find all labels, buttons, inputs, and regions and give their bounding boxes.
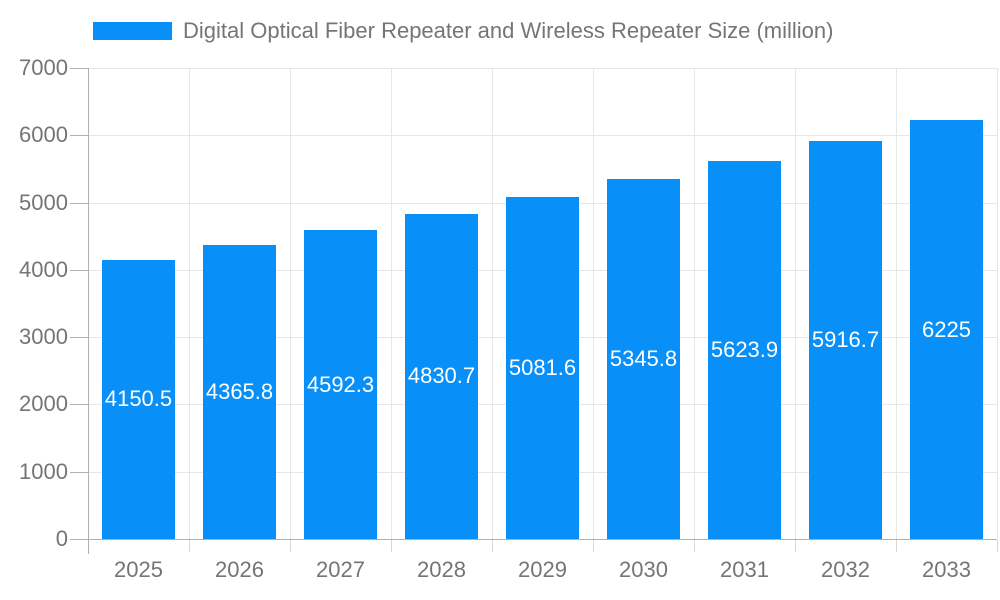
bar-value-label: 5081.6 [508, 355, 577, 381]
x-tick [290, 540, 291, 552]
bar-value-label: 4592.3 [306, 371, 375, 397]
bar-value-label: 5345.8 [609, 346, 678, 372]
bar-value-label: 5916.7 [811, 326, 880, 352]
bar[interactable] [809, 140, 882, 539]
y-tick [70, 202, 88, 204]
y-tick [70, 404, 88, 406]
gridline-vertical [997, 68, 998, 539]
x-axis-label: 2029 [518, 557, 567, 582]
gridline-vertical [795, 68, 796, 539]
legend[interactable]: Digital Optical Fiber Repeater and Wirel… [93, 15, 833, 47]
legend-swatch [93, 22, 172, 40]
gridline-vertical [189, 68, 190, 539]
bar[interactable] [405, 213, 478, 539]
x-tick [795, 540, 796, 552]
bar[interactable] [708, 160, 781, 539]
y-axis-label: 6000 [19, 122, 68, 148]
x-tick [593, 540, 594, 552]
bar-value-label: 5623.9 [710, 336, 779, 362]
gridline-vertical [492, 68, 493, 539]
y-axis-line [88, 68, 89, 554]
gridline-vertical [593, 68, 594, 539]
x-axis-line [70, 539, 997, 540]
x-axis-label: 2032 [821, 557, 870, 582]
gridline-vertical [896, 68, 897, 539]
gridline-horizontal [88, 68, 997, 69]
legend-label: Digital Optical Fiber Repeater and Wirel… [183, 18, 834, 43]
gridline-vertical [290, 68, 291, 539]
x-axis-label: 2026 [215, 557, 264, 582]
x-tick [391, 540, 392, 552]
bar-value-label: 4830.7 [407, 363, 476, 389]
bar[interactable] [506, 197, 579, 539]
y-tick [70, 135, 88, 137]
y-axis-label: 7000 [19, 55, 68, 80]
gridline-vertical [391, 68, 392, 539]
x-tick [997, 540, 998, 552]
y-axis-label: 3000 [19, 324, 68, 350]
bar[interactable] [304, 230, 377, 539]
bar-value-label: 6225 [922, 316, 971, 342]
y-tick [70, 337, 88, 339]
y-axis-label: 5000 [19, 189, 68, 215]
bar[interactable] [203, 245, 276, 539]
bar[interactable] [607, 179, 680, 539]
bar-value-label: 4365.8 [205, 379, 274, 405]
bar[interactable] [102, 259, 175, 539]
x-axis-label: 2025 [114, 557, 163, 582]
bar[interactable] [910, 120, 983, 539]
gridline-horizontal [88, 135, 997, 137]
y-axis-label: 4000 [19, 256, 68, 282]
x-axis-label: 2028 [417, 557, 466, 582]
x-tick [189, 540, 190, 552]
y-axis-label: 1000 [19, 458, 68, 484]
gridline-vertical [694, 68, 695, 539]
x-axis-label: 2030 [619, 557, 668, 582]
x-tick [896, 540, 897, 552]
x-tick [694, 540, 695, 552]
x-axis-label: 2033 [922, 557, 971, 582]
y-tick [70, 269, 88, 271]
x-tick [492, 540, 493, 552]
y-tick [70, 471, 88, 473]
bar-value-label: 4150.5 [104, 386, 173, 412]
y-tick [70, 68, 88, 69]
y-axis-label: 0 [55, 526, 68, 551]
y-axis-label: 2000 [19, 391, 68, 417]
x-axis-label: 2031 [720, 557, 769, 582]
x-axis-label: 2027 [316, 557, 365, 582]
